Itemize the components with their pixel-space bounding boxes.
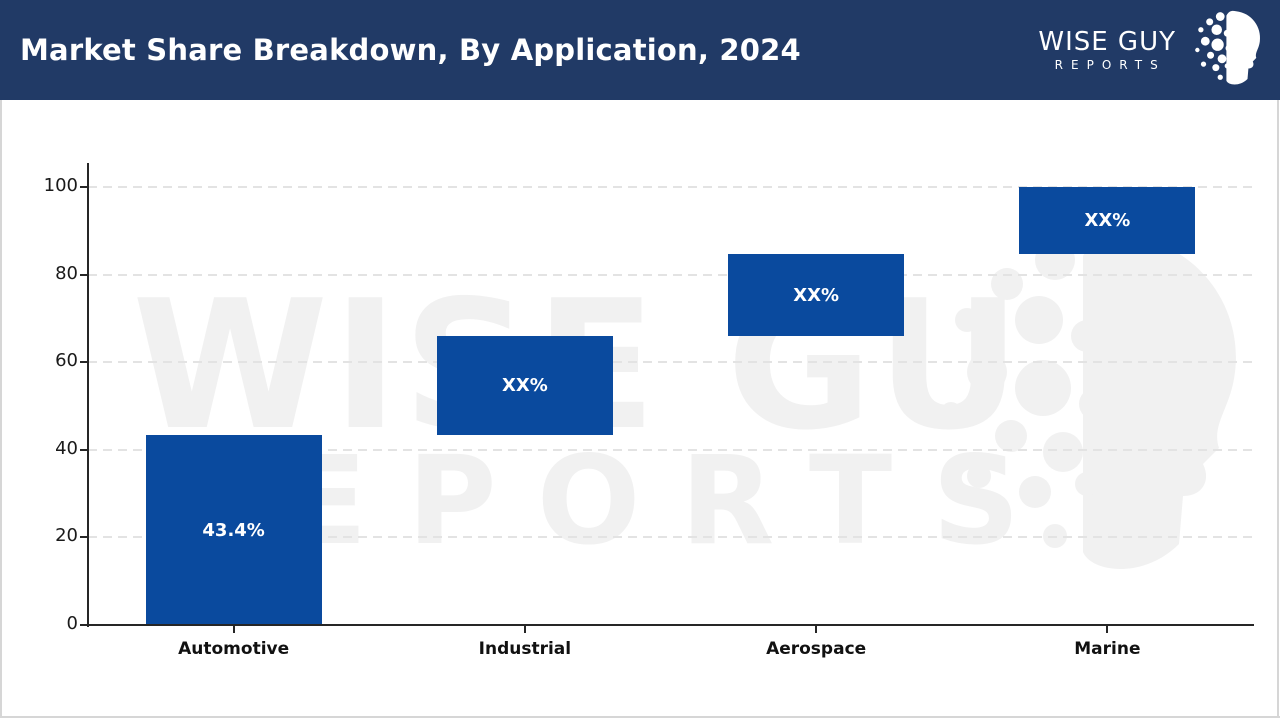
y-tick-mark — [80, 273, 88, 276]
bar-automotive: 43.4% — [145, 435, 322, 625]
x-tick-mark — [815, 625, 818, 633]
logo-text: WISE GUY REPORTS — [1038, 29, 1176, 71]
category-label-marine: Marine — [1074, 639, 1141, 659]
bar-value-label: XX% — [1084, 210, 1131, 232]
bar-value-label: XX% — [793, 284, 840, 306]
logo-head-icon — [1195, 10, 1261, 85]
gridline-80 — [88, 273, 1253, 276]
bar-industrial: XX% — [436, 336, 613, 436]
x-tick-mark — [1106, 625, 1109, 633]
gridline-100 — [88, 186, 1253, 189]
y-tick-label: 80 — [55, 262, 78, 284]
page-title: Market Share Breakdown, By Application, … — [20, 33, 801, 67]
watermark-head-icon — [941, 234, 1236, 570]
logo-subtitle: REPORTS — [1054, 58, 1166, 72]
y-tick-mark — [80, 361, 88, 364]
y-tick-label: 40 — [55, 437, 78, 459]
page-border-right — [1277, 100, 1279, 718]
x-tick-mark — [232, 625, 235, 633]
category-label-industrial: Industrial — [478, 639, 572, 659]
logo-wordmark: WISE GUY — [1038, 27, 1176, 57]
y-tick-label: 100 — [43, 175, 78, 197]
y-tick-mark — [80, 624, 88, 626]
wiseguy-logo: WISE GUY REPORTS — [1038, 6, 1266, 94]
header: Market Share Breakdown, By Application, … — [0, 0, 1280, 100]
bar-value-label: 43.4% — [202, 519, 265, 541]
bar-marine: XX% — [1019, 187, 1196, 255]
gridline-60 — [88, 361, 1253, 364]
bar-aerospace: XX% — [728, 254, 905, 337]
page-border-left — [0, 100, 2, 718]
page-border-bottom — [0, 716, 1280, 718]
y-tick-mark — [80, 186, 88, 189]
y-tick-label: 20 — [55, 525, 78, 547]
category-label-automotive: Automotive — [178, 639, 290, 659]
category-label-aerospace: Aerospace — [766, 639, 867, 659]
x-tick-mark — [523, 625, 526, 633]
y-tick-mark — [80, 448, 88, 451]
y-tick-label: 0 — [66, 613, 78, 634]
y-axis-line — [87, 163, 89, 627]
gridline-20 — [88, 536, 1253, 539]
bar-value-label: XX% — [501, 375, 548, 397]
x-axis-line — [87, 624, 1254, 626]
y-tick-mark — [80, 536, 88, 539]
gridline-40 — [88, 448, 1253, 451]
y-tick-label: 60 — [55, 350, 78, 372]
